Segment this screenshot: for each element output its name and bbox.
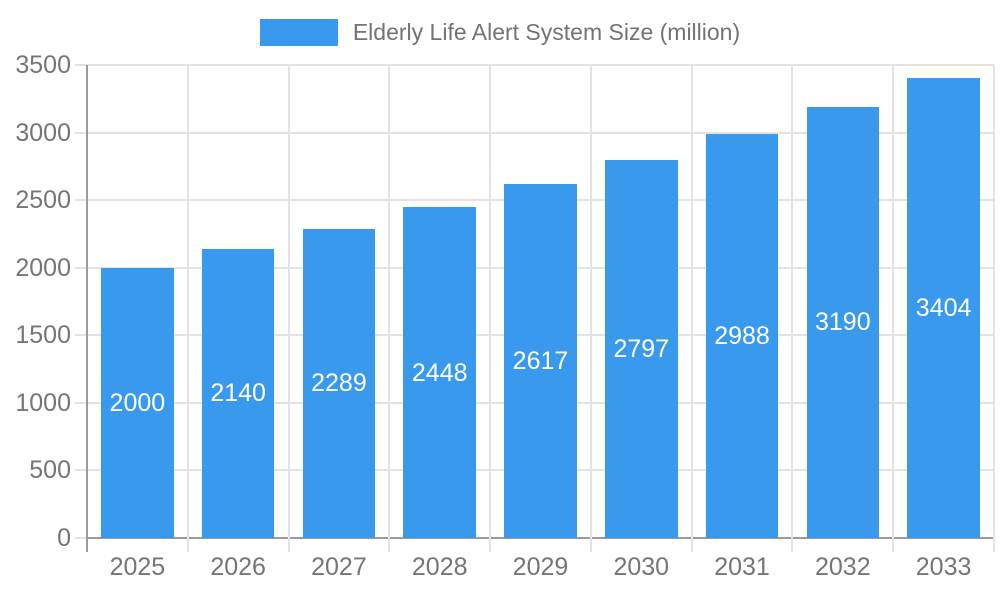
bar-2029: 2617 (504, 184, 577, 538)
bar-2026: 2140 (201, 248, 275, 538)
x-axis-label: 2030 (613, 553, 670, 581)
bar-2027: 2289 (302, 228, 376, 538)
bar-2028: 2448 (403, 207, 476, 538)
gridline-vertical (489, 65, 492, 552)
bar-2030: 2797 (604, 160, 678, 538)
gridline-vertical (388, 65, 391, 552)
y-axis-label: 1000 (15, 388, 71, 417)
gridline-vertical (690, 65, 693, 552)
y-axis-label: 3000 (15, 118, 71, 147)
bar-2025: 2000 (101, 267, 174, 538)
legend[interactable]: Elderly Life Alert System Size (million) (0, 19, 1000, 46)
x-axis-label: 2033 (915, 553, 972, 581)
y-axis-label: 500 (29, 456, 71, 485)
y-axis-tickmark (75, 199, 87, 202)
legend-label: Elderly Life Alert System Size (million) (352, 19, 741, 45)
y-axis-tickmark (75, 334, 87, 337)
y-axis-label: 0 (57, 524, 71, 552)
x-axis-label: 2028 (411, 553, 468, 581)
bar-value-label: 2448 (411, 358, 468, 387)
x-axis-label: 2025 (109, 553, 166, 581)
bar-value-label: 2289 (311, 369, 367, 398)
bar-2032: 3190 (806, 106, 880, 538)
gridline-vertical (993, 65, 995, 552)
y-axis-tickmark (75, 64, 87, 66)
y-axis-tickmark (75, 401, 87, 404)
gridline-horizontal (87, 131, 994, 134)
legend-swatch (259, 19, 338, 46)
y-axis-label: 2000 (15, 253, 71, 282)
x-axis-label: 2029 (512, 553, 569, 581)
bar-value-label: 2797 (613, 334, 670, 363)
y-axis-tickmark (75, 266, 87, 269)
bar-2033: 3404 (907, 77, 980, 538)
bar-value-label: 2988 (714, 322, 770, 351)
x-axis-label: 2026 (210, 553, 266, 581)
y-axis-label: 3500 (15, 51, 71, 79)
gridline-vertical (892, 65, 895, 552)
y-axis-line (86, 65, 88, 552)
bar-value-label: 2140 (210, 379, 266, 408)
bar-value-label: 2617 (512, 347, 569, 376)
x-axis-label: 2031 (714, 553, 770, 581)
bar-2031: 2988 (705, 134, 779, 538)
gridline-vertical (791, 65, 794, 552)
gridline-vertical (589, 65, 592, 552)
x-axis-label: 2032 (815, 553, 871, 581)
gridline-vertical (287, 65, 290, 552)
gridline-horizontal (87, 64, 994, 66)
bar-value-label: 3404 (915, 293, 972, 322)
y-axis-tickmark (75, 131, 87, 134)
y-axis-tickmark (75, 537, 87, 539)
x-axis-label: 2027 (311, 553, 367, 581)
bar-value-label: 3190 (815, 308, 871, 337)
x-axis-baseline (87, 537, 994, 539)
y-axis-label: 1500 (15, 321, 71, 350)
y-axis-label: 2500 (15, 186, 71, 215)
y-axis-tickmark (75, 469, 87, 472)
bar-value-label: 2000 (109, 388, 166, 417)
gridline-vertical (186, 65, 189, 552)
